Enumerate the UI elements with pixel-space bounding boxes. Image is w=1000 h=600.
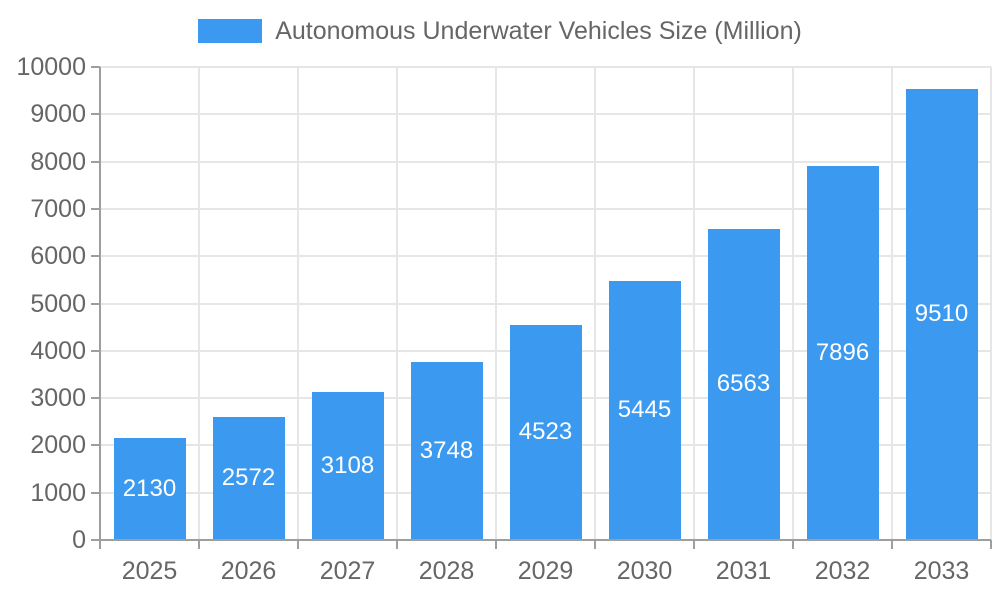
bar: 3108: [311, 392, 384, 539]
x-axis-tick: [594, 540, 596, 549]
x-axis-tick: [99, 540, 101, 549]
h-gridline: [100, 302, 991, 305]
x-axis-line: [100, 539, 991, 541]
bar-value-label: 2572: [221, 464, 276, 491]
y-tick-label: 4000: [30, 336, 86, 365]
y-tick-label: 9000: [30, 100, 86, 129]
y-axis-tick: [91, 539, 100, 541]
y-tick-label: 3000: [30, 384, 86, 413]
x-tick-label: 2033: [913, 557, 970, 585]
bar: 7896: [806, 166, 879, 539]
bar-value-label: 4523: [518, 418, 573, 445]
bar-value-label: 2130: [122, 474, 177, 502]
y-axis-tick: [91, 160, 100, 163]
bar: 9510: [905, 89, 978, 539]
y-axis-tick: [91, 255, 100, 258]
y-axis-tick: [91, 349, 100, 352]
v-gridline: [693, 67, 695, 540]
bar-value-label: 3108: [320, 451, 375, 479]
y-tick-label: 7000: [30, 194, 86, 223]
x-tick-label: 2030: [616, 557, 673, 585]
x-tick-label: 2032: [814, 557, 871, 585]
bar-value-label: 5445: [617, 396, 672, 423]
legend-label: Autonomous Underwater Vehicles Size (Mil…: [275, 17, 802, 45]
x-axis-tick: [396, 540, 398, 549]
h-gridline: [100, 207, 991, 210]
v-gridline: [297, 67, 299, 540]
v-gridline: [396, 67, 398, 540]
y-tick-label: 1000: [30, 478, 86, 507]
v-gridline: [198, 67, 200, 540]
bar: 3748: [410, 362, 483, 539]
v-gridline: [495, 67, 497, 540]
x-tick-label: 2025: [121, 557, 178, 585]
bar: 4523: [509, 325, 582, 539]
y-tick-label: 10000: [16, 53, 86, 81]
y-axis-tick: [91, 113, 100, 116]
x-axis-tick: [792, 540, 794, 549]
x-axis-tick: [990, 540, 992, 549]
x-tick-label: 2027: [319, 557, 376, 585]
x-axis-tick: [297, 540, 299, 549]
v-gridline: [891, 67, 893, 540]
bar: 6563: [707, 229, 780, 539]
h-gridline: [100, 113, 991, 116]
bar-value-label: 9510: [914, 300, 969, 327]
legend-item[interactable]: Autonomous Underwater Vehicles Size (Mil…: [0, 17, 1000, 45]
x-axis-tick: [891, 540, 893, 549]
x-axis-tick: [198, 540, 200, 549]
x-axis-tick: [693, 540, 695, 549]
y-tick-label: 0: [72, 526, 86, 554]
bar-value-label: 6563: [716, 370, 771, 397]
y-tick-label: 6000: [30, 242, 86, 271]
v-gridline: [594, 67, 596, 540]
h-gridline: [100, 66, 991, 68]
y-axis-tick: [91, 302, 100, 305]
y-tick-label: 8000: [30, 147, 86, 176]
y-axis-tick: [91, 491, 100, 494]
v-gridline: [990, 67, 992, 540]
y-axis-line: [99, 67, 101, 541]
y-axis-tick: [91, 444, 100, 447]
bar: 2130: [113, 438, 186, 539]
legend-swatch-icon: [198, 19, 263, 43]
x-tick-label: 2028: [418, 557, 475, 585]
y-tick-label: 5000: [30, 289, 86, 318]
v-gridline: [792, 67, 794, 540]
h-gridline: [100, 255, 991, 258]
bar-value-label: 7896: [815, 338, 870, 366]
y-axis-tick: [91, 207, 100, 210]
bar: 5445: [608, 281, 681, 539]
h-gridline: [100, 160, 991, 163]
y-axis-tick: [91, 397, 100, 400]
bar-value-label: 3748: [419, 436, 474, 464]
bar: 2572: [212, 417, 285, 539]
x-tick-label: 2029: [517, 557, 574, 585]
y-tick-label: 2000: [30, 431, 86, 460]
y-axis-tick: [91, 66, 100, 68]
x-tick-label: 2026: [220, 557, 277, 585]
x-tick-label: 2031: [715, 557, 772, 585]
x-axis-tick: [495, 540, 497, 549]
